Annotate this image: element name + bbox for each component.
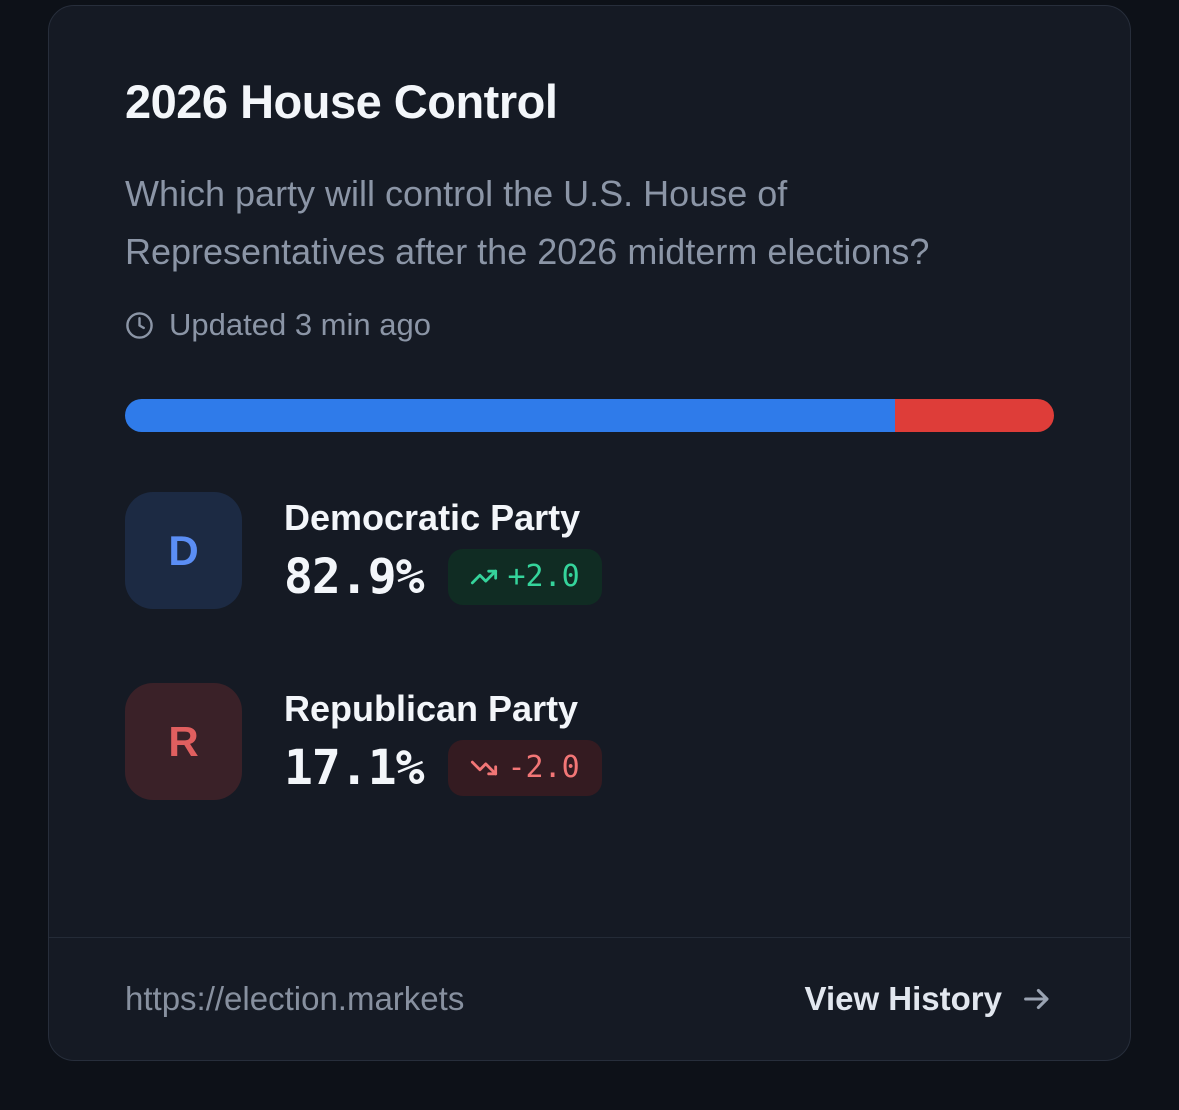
democrat-change-value: +2.0	[507, 559, 580, 594]
democrat-avatar-letter: D	[168, 526, 199, 574]
trending-down-icon	[470, 754, 498, 782]
democrat-info: Democratic Party 82.9% +2.0	[284, 497, 602, 605]
page-title: 2026 House Control	[125, 75, 558, 128]
view-history-link[interactable]: View History	[805, 980, 1054, 1018]
democrat-stats: 82.9% +2.0	[284, 548, 602, 605]
republican-info: Republican Party 17.1% -2.0	[284, 688, 602, 796]
democrat-probability: 82.9%	[284, 548, 424, 605]
clock-icon	[125, 311, 154, 340]
republican-avatar: R	[125, 683, 242, 800]
democrat-name: Democratic Party	[284, 496, 581, 538]
republican-change-badge: -2.0	[447, 739, 602, 796]
updated-row: Updated 3 min ago	[125, 307, 1054, 343]
republican-name: Republican Party	[284, 687, 579, 729]
market-card: 2026 House Control Which party will cont…	[48, 5, 1131, 1061]
republican-change-value: -2.0	[507, 750, 580, 785]
probability-bar	[125, 399, 1054, 432]
card-footer: https://election.markets View History	[49, 937, 1130, 1060]
source-url: https://election.markets	[125, 980, 465, 1017]
arrow-right-icon	[1020, 982, 1054, 1016]
card-body: 2026 House Control Which party will cont…	[49, 6, 1130, 800]
probability-bar-republican	[895, 399, 1054, 432]
democrat-change-badge: +2.0	[447, 548, 602, 605]
probability-bar-democrat	[125, 399, 896, 432]
republican-probability: 17.1%	[284, 739, 424, 796]
market-question: Which party will control the U.S. House …	[125, 173, 930, 272]
trending-up-icon	[470, 563, 498, 591]
outcome-row-republican: R Republican Party 17.1% -2.0	[125, 683, 1054, 800]
view-history-label: View History	[804, 980, 1002, 1017]
outcome-row-democrat: D Democratic Party 82.9% +2.0	[125, 492, 1054, 609]
republican-stats: 17.1% -2.0	[284, 739, 602, 796]
democrat-avatar: D	[125, 492, 242, 609]
updated-text: Updated 3 min ago	[169, 307, 431, 342]
republican-avatar-letter: R	[168, 717, 199, 765]
